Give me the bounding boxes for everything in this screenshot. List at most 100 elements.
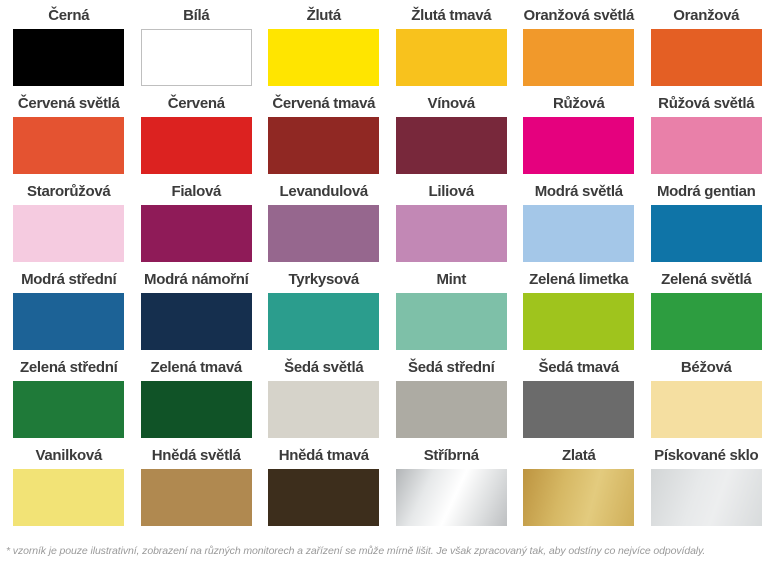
color-cell: Modrá střední <box>5 267 133 350</box>
swatch-label: Červená <box>167 95 225 112</box>
swatch-label: Starorůžová <box>27 183 111 200</box>
color-cell: Mint <box>388 267 516 350</box>
swatch-label: Oranžová <box>673 7 740 24</box>
swatch-label: Zelená střední <box>20 359 118 376</box>
color-swatch <box>140 381 252 438</box>
swatch-label: Šedá světlá <box>284 359 364 376</box>
swatch-label: Šedá tmavá <box>538 359 620 376</box>
color-swatch <box>268 205 380 262</box>
color-swatch <box>650 205 762 262</box>
color-swatch <box>13 117 125 174</box>
color-swatch <box>13 29 125 86</box>
color-cell: Zelená střední <box>5 355 133 438</box>
color-cell: Tyrkysová <box>260 267 388 350</box>
swatch-label: Modrá gentian <box>656 183 756 200</box>
color-swatch <box>140 117 252 174</box>
color-cell: Růžová <box>515 91 643 174</box>
swatch-label: Oranžová světlá <box>523 7 635 24</box>
color-cell: Vanilková <box>5 443 133 526</box>
color-cell: Růžová světlá <box>643 91 771 174</box>
swatch-label: Modrá námořní <box>144 271 249 288</box>
swatch-label: Černá <box>48 7 90 24</box>
swatch-label: Liliová <box>428 183 475 200</box>
swatch-label: Pískované sklo <box>654 447 759 464</box>
color-swatch <box>13 469 125 526</box>
color-swatch <box>523 117 635 174</box>
color-swatch <box>13 293 125 350</box>
color-cell: Červená <box>133 91 261 174</box>
color-cell: Modrá námořní <box>133 267 261 350</box>
color-cell: Vínová <box>388 91 516 174</box>
swatch-label: Hnědá světlá <box>151 447 241 464</box>
color-cell: Hnědá tmavá <box>260 443 388 526</box>
color-cell: Liliová <box>388 179 516 262</box>
swatch-label: Hnědá tmavá <box>278 447 369 464</box>
color-swatch <box>268 293 380 350</box>
color-cell: Zelená světlá <box>643 267 771 350</box>
color-cell: Šedá tmavá <box>515 355 643 438</box>
swatch-label: Růžová světlá <box>658 95 755 112</box>
swatch-label: Zelená tmavá <box>150 359 243 376</box>
swatch-label: Tyrkysová <box>288 271 360 288</box>
color-swatch <box>13 381 125 438</box>
color-swatch <box>395 29 507 86</box>
color-cell: Zelená limetka <box>515 267 643 350</box>
color-cell: Béžová <box>643 355 771 438</box>
color-cell: Šedá střední <box>388 355 516 438</box>
swatch-label: Zelená světlá <box>661 271 752 288</box>
color-cell: Modrá světlá <box>515 179 643 262</box>
color-cell: Černá <box>5 3 133 86</box>
color-cell: Zlatá <box>515 443 643 526</box>
color-cell: Červená tmavá <box>260 91 388 174</box>
color-swatch <box>395 469 507 526</box>
swatch-label: Šedá střední <box>408 359 495 376</box>
color-cell: Stříbrná <box>388 443 516 526</box>
color-cell: Oranžová světlá <box>515 3 643 86</box>
swatch-label: Bílá <box>183 7 210 24</box>
swatch-label: Zlatá <box>561 447 596 464</box>
color-swatch <box>523 29 635 86</box>
color-cell: Bílá <box>133 3 261 86</box>
color-swatch <box>523 205 635 262</box>
color-swatch <box>395 381 507 438</box>
color-cell: Šedá světlá <box>260 355 388 438</box>
color-swatch <box>650 29 762 86</box>
color-swatch <box>13 205 125 262</box>
swatch-label: Fialová <box>171 183 222 200</box>
swatch-label: Vínová <box>427 95 476 112</box>
color-cell: Zelená tmavá <box>133 355 261 438</box>
color-swatch <box>650 293 762 350</box>
color-cell: Starorůžová <box>5 179 133 262</box>
color-cell: Oranžová <box>643 3 771 86</box>
color-swatch <box>650 469 762 526</box>
swatch-label: Žlutá <box>306 7 342 24</box>
color-cell: Žlutá <box>260 3 388 86</box>
swatch-label: Vanilková <box>35 447 102 464</box>
color-swatch <box>268 29 380 86</box>
swatch-label: Béžová <box>680 359 732 376</box>
color-swatch <box>523 469 635 526</box>
color-cell: Modrá gentian <box>643 179 771 262</box>
color-cell: Žlutá tmavá <box>388 3 516 86</box>
swatch-label: Mint <box>436 271 467 288</box>
swatch-label: Růžová <box>552 95 605 112</box>
color-swatch <box>140 469 252 526</box>
color-swatch <box>268 381 380 438</box>
color-cell: Levandulová <box>260 179 388 262</box>
color-swatch <box>395 293 507 350</box>
color-grid: Černá Bílá Žlutá Žlutá tmavá Oranžová světlá… <box>5 3 771 526</box>
color-swatch <box>650 117 762 174</box>
color-cell: Fialová <box>133 179 261 262</box>
swatch-label: Červená tmavá <box>272 95 376 112</box>
swatch-label: Levandulová <box>279 183 369 200</box>
swatch-label: Modrá světlá <box>534 183 623 200</box>
color-swatch <box>523 381 635 438</box>
color-swatch <box>268 469 380 526</box>
color-cell: Červená světlá <box>5 91 133 174</box>
swatch-label: Zelená limetka <box>529 271 629 288</box>
color-cell: Pískované sklo <box>643 443 771 526</box>
disclaimer-footnote: * vzorník je pouze ilustrativní, zobraze… <box>6 545 706 557</box>
color-swatch <box>268 117 380 174</box>
swatch-label: Stříbrná <box>423 447 479 464</box>
swatch-label: Modrá střední <box>21 271 117 288</box>
